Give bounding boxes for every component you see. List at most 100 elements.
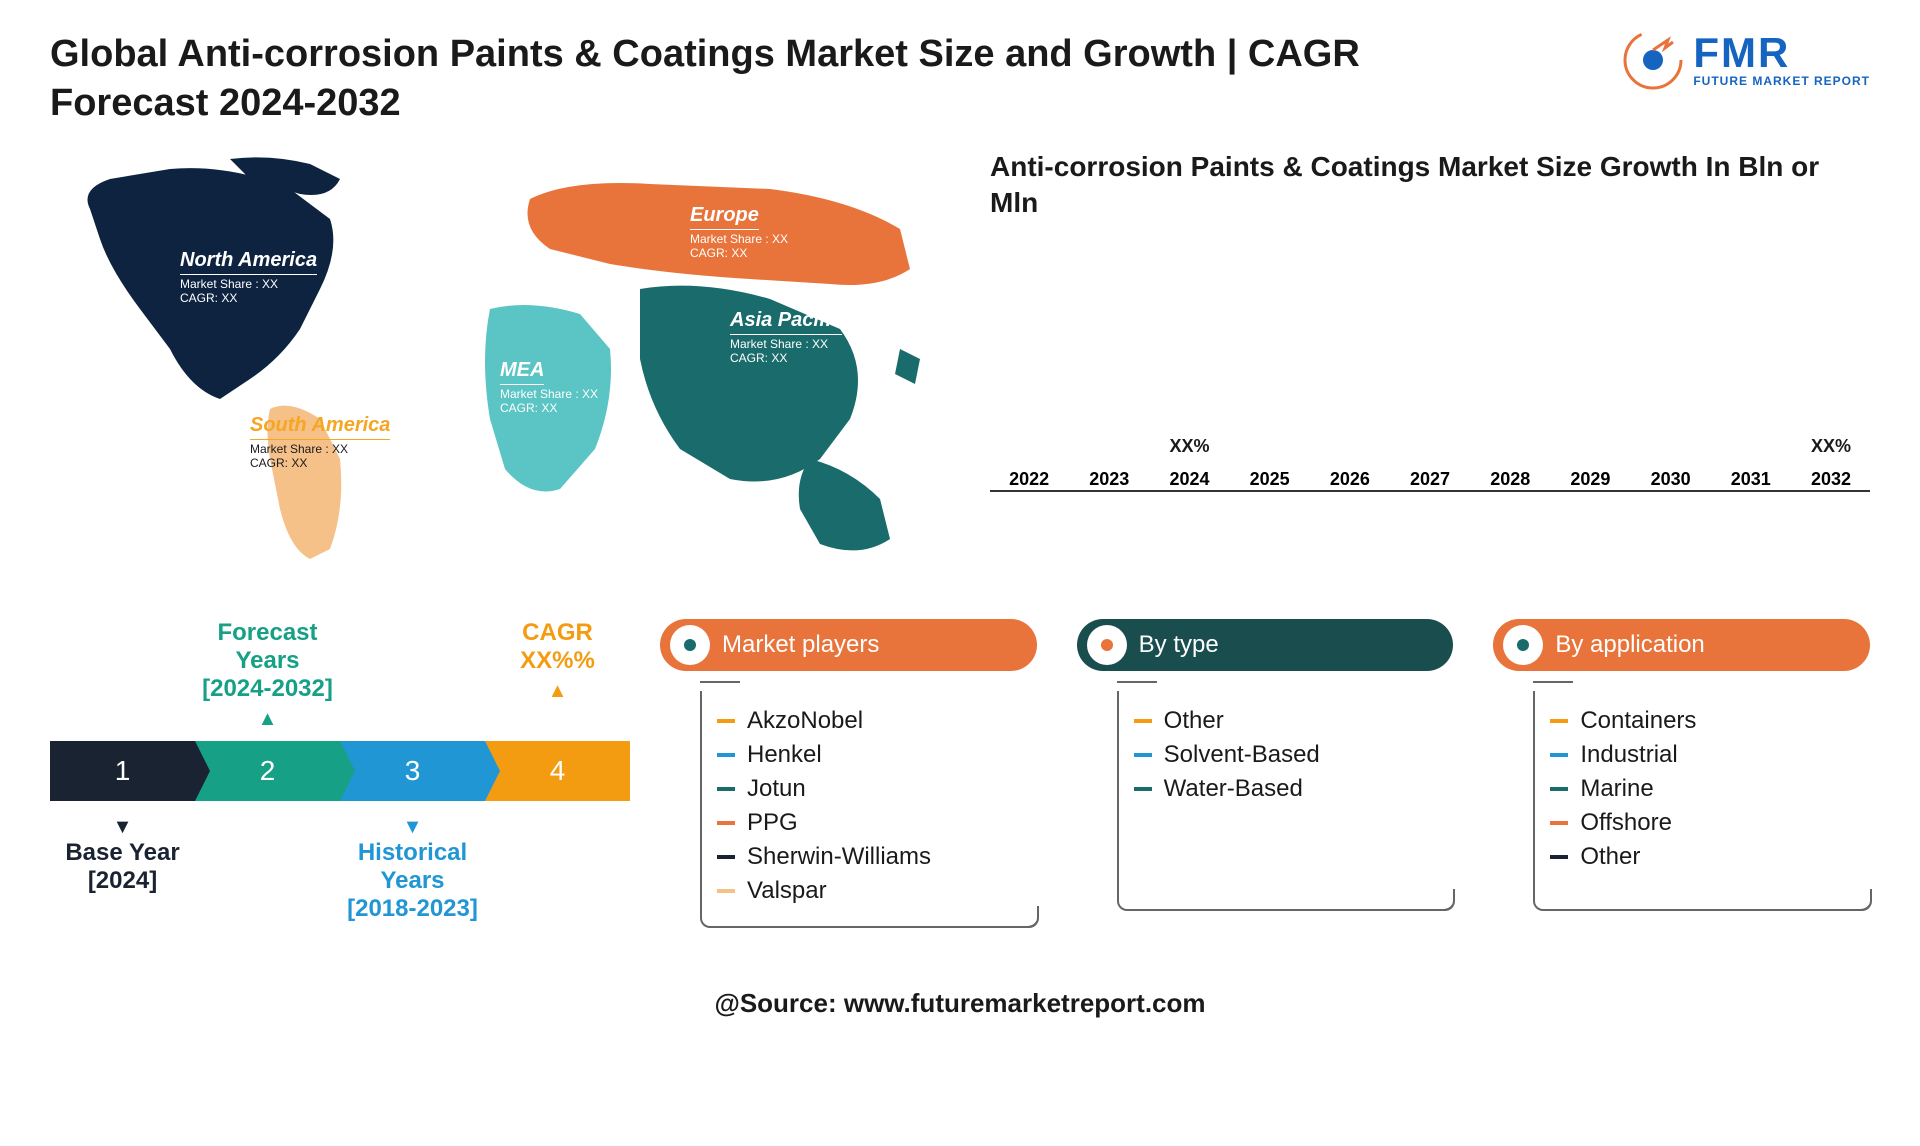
region-na-share: Market Share : XX [180,277,317,291]
region-eu-name: Europe [690,204,759,230]
logo-text-sub: FUTURE MARKET REPORT [1693,74,1870,88]
pillar-item-label: Jotun [747,775,806,803]
pillar-item-mark [717,855,735,859]
region-na-cagr: CAGR: XX [180,291,317,305]
pillar-item-mark [1550,855,1568,859]
region-mea-cagr: CAGR: XX [500,401,598,415]
pillar-item: AkzoNobel [717,707,1022,735]
pillar-item-label: Offshore [1580,809,1672,837]
pillar-item: Henkel [717,741,1022,769]
region-sa-share: Market Share : XX [250,442,390,456]
bar-year-label: 2022 [1009,469,1049,490]
pillar-item: Industrial [1550,741,1855,769]
pillar-circle-icon [1503,625,1543,665]
region-na-name: North America [180,249,317,275]
timeline-top-label: CAGRXX%%▲ [485,619,630,703]
pillar-item-label: Water-Based [1164,775,1303,803]
pillar-body: Other Solvent-Based Water-Based [1117,691,1454,911]
pillar-item-mark [717,753,735,757]
fmr-logo-icon [1623,30,1683,90]
pillar-item-label: Valspar [747,877,827,905]
region-eu-cagr: CAGR: XX [690,246,788,260]
pillar-item: Containers [1550,707,1855,735]
timeline-segment: 2 [195,741,340,801]
pillar-item-mark [1134,787,1152,791]
region-ap-cagr: CAGR: XX [730,351,842,365]
bar-column: 2028 [1476,461,1544,490]
pillar-item-label: PPG [747,809,798,837]
pillar-item: Jotun [717,775,1022,803]
pillar: By type Other Solvent-Based Water-Based [1077,619,1454,928]
pillar-item-label: Marine [1580,775,1653,803]
pillar-item: Other [1550,843,1855,871]
pillar-item-mark [1134,753,1152,757]
pillar-item: Water-Based [1134,775,1439,803]
pillar-title: By type [1139,631,1219,659]
pillar-item-mark [717,821,735,825]
bar-column: 2027 [1396,461,1464,490]
chart-title: Anti-corrosion Paints & Coatings Market … [990,149,1870,222]
pillar-item-mark [1550,719,1568,723]
timeline-segment: 1 [50,741,195,801]
pillar-item-mark [717,719,735,723]
pillar-header: By application [1493,619,1870,671]
pillar: By application Containers Industrial Marin… [1493,619,1870,928]
bar-column: 2025 [1236,461,1304,490]
region-ap-name: Asia Pacific [730,309,842,335]
pillar-item-label: Other [1580,843,1640,871]
pillar-item-label: Sherwin-Williams [747,843,931,871]
logo: FMR FUTURE MARKET REPORT [1623,30,1870,90]
pillar-title: By application [1555,631,1704,659]
bar-chart: Anti-corrosion Paints & Coatings Market … [990,149,1870,569]
pillar-item-label: Industrial [1580,741,1677,769]
bar-year-label: 2032 [1811,469,1851,490]
region-ap-share: Market Share : XX [730,337,842,351]
bar-column: 2023 [1075,461,1143,490]
bar-column: 2030 [1637,461,1705,490]
bar-year-label: 2026 [1330,469,1370,490]
region-mea-share: Market Share : XX [500,387,598,401]
bar-column: 2026 [1316,461,1384,490]
pillar-item: Other [1134,707,1439,735]
pillar-item-mark [1550,787,1568,791]
pillar-item-mark [717,889,735,893]
bar-column: XX%2024 [1155,461,1223,490]
pillar-item: Solvent-Based [1134,741,1439,769]
bar-year-label: 2031 [1731,469,1771,490]
bar-year-label: 2025 [1250,469,1290,490]
pillar-item: PPG [717,809,1022,837]
pillar-title: Market players [722,631,879,659]
logo-text-main: FMR [1693,32,1870,74]
bar-year-label: 2030 [1651,469,1691,490]
pillar-header: Market players [660,619,1037,671]
page-title: Global Anti-corrosion Paints & Coatings … [50,30,1450,129]
timeline-bottom-label: ▼Historical Years[2018-2023] [340,816,485,923]
bar-annotation: XX% [1811,436,1851,457]
region-eu-share: Market Share : XX [690,232,788,246]
region-sa-cagr: CAGR: XX [250,456,390,470]
bar-year-label: 2023 [1089,469,1129,490]
region-sa-name: South America [250,414,390,440]
bar-year-label: 2029 [1570,469,1610,490]
bar-column: 2022 [995,461,1063,490]
bar-year-label: 2028 [1490,469,1530,490]
pillar-item-mark [1550,821,1568,825]
pillar: Market players AkzoNobel Henkel Jotun PPG Sh… [660,619,1037,928]
pillar-item-label: Containers [1580,707,1696,735]
bar-column: 2031 [1717,461,1785,490]
timeline-segment: 4 [485,741,630,801]
timeline-top-label: Forecast Years[2024-2032]▲ [195,619,340,731]
source-citation: @Source: www.futuremarketreport.com [50,988,1870,1019]
bar-year-label: 2024 [1169,469,1209,490]
pillar-item: Offshore [1550,809,1855,837]
pillar-item: Marine [1550,775,1855,803]
pillar-item: Valspar [717,877,1022,905]
pillar-item-mark [717,787,735,791]
pillar-body: AkzoNobel Henkel Jotun PPG Sherwin-Williams V… [700,691,1037,928]
pillar-circle-icon [670,625,710,665]
bar-column: 2029 [1556,461,1624,490]
world-map: North America Market Share : XX CAGR: XX… [50,149,950,569]
pillar-body: Containers Industrial Marine Offshore Other [1533,691,1870,911]
pillar-header: By type [1077,619,1454,671]
bar-year-label: 2027 [1410,469,1450,490]
